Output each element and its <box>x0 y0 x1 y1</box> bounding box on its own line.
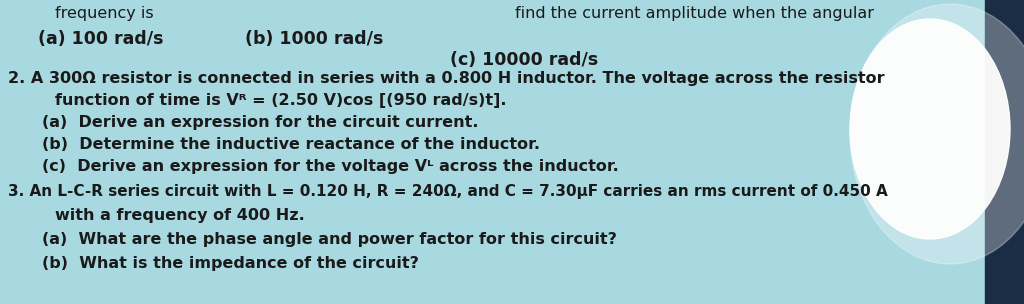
Text: function of time is Vᴿ = (2.50 V)cos [(950 rad/s)t].: function of time is Vᴿ = (2.50 V)cos [(9… <box>55 93 507 108</box>
Text: (b)  What is the impedance of the circuit?: (b) What is the impedance of the circuit… <box>42 256 419 271</box>
Text: (c)  Derive an expression for the voltage Vᴸ across the inductor.: (c) Derive an expression for the voltage… <box>42 159 618 174</box>
Text: (a)  What are the phase angle and power factor for this circuit?: (a) What are the phase angle and power f… <box>42 232 616 247</box>
Text: (b)  Determine the inductive reactance of the inductor.: (b) Determine the inductive reactance of… <box>42 137 540 152</box>
Text: (a)  Derive an expression for the circuit current.: (a) Derive an expression for the circuit… <box>42 115 478 130</box>
Text: (c) 10000 rad/s: (c) 10000 rad/s <box>450 51 598 69</box>
Text: find the current amplitude when the angular: find the current amplitude when the angu… <box>515 6 874 21</box>
Bar <box>985 0 1024 304</box>
Text: with a frequency of 400 Hz.: with a frequency of 400 Hz. <box>55 208 305 223</box>
Ellipse shape <box>850 19 1010 239</box>
Text: (a) 100 rad/s: (a) 100 rad/s <box>38 30 164 48</box>
Text: frequency is: frequency is <box>55 6 154 21</box>
Text: (b) 1000 rad/s: (b) 1000 rad/s <box>245 30 383 48</box>
Ellipse shape <box>850 4 1024 264</box>
Text: 2. A 300Ω resistor is connected in series with a 0.800 H inductor. The voltage a: 2. A 300Ω resistor is connected in serie… <box>8 71 885 86</box>
Text: 3. An L-C-R series circuit with L = 0.120 H, R = 240Ω, and C = 7.30μF carries an: 3. An L-C-R series circuit with L = 0.12… <box>8 184 888 199</box>
